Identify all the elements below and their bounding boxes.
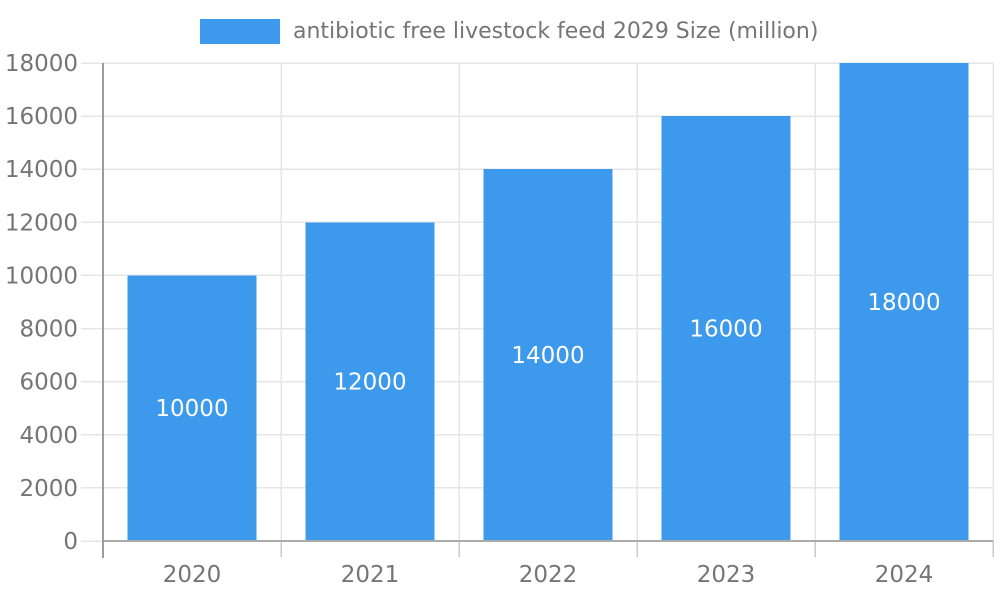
legend-label: antibiotic free livestock feed 2029 Size… — [293, 18, 819, 44]
y-tick-label: 18000 — [5, 51, 78, 77]
y-tick-label: 8000 — [19, 317, 78, 343]
y-tick-label: 2000 — [19, 476, 78, 502]
x-tick-label: 2024 — [875, 562, 934, 588]
bar-value-label: 10000 — [155, 396, 228, 422]
legend-swatch — [200, 19, 280, 44]
y-tick-label: 0 — [63, 529, 78, 555]
y-tick-label: 12000 — [5, 210, 78, 236]
chart-legend: antibiotic free livestock feed 2029 Size… — [200, 19, 818, 44]
bar-value-label: 14000 — [511, 343, 584, 369]
x-tick-label: 2021 — [341, 562, 400, 588]
x-tick-label: 2022 — [519, 562, 578, 588]
y-tick-label: 16000 — [5, 104, 78, 130]
bar — [661, 116, 791, 541]
bar — [483, 169, 613, 541]
y-tick-label: 6000 — [19, 370, 78, 396]
bar-value-label: 12000 — [333, 370, 406, 396]
bar — [305, 222, 435, 542]
x-tick-label: 2023 — [697, 562, 756, 588]
bar-value-label: 18000 — [867, 290, 940, 316]
y-tick-label: 10000 — [5, 263, 78, 289]
bar — [839, 63, 969, 541]
y-tick-label: 14000 — [5, 157, 78, 183]
bar — [127, 275, 257, 541]
bar-value-label: 16000 — [689, 317, 762, 343]
x-tick-label: 2020 — [163, 562, 222, 588]
y-tick-label: 4000 — [19, 423, 78, 449]
